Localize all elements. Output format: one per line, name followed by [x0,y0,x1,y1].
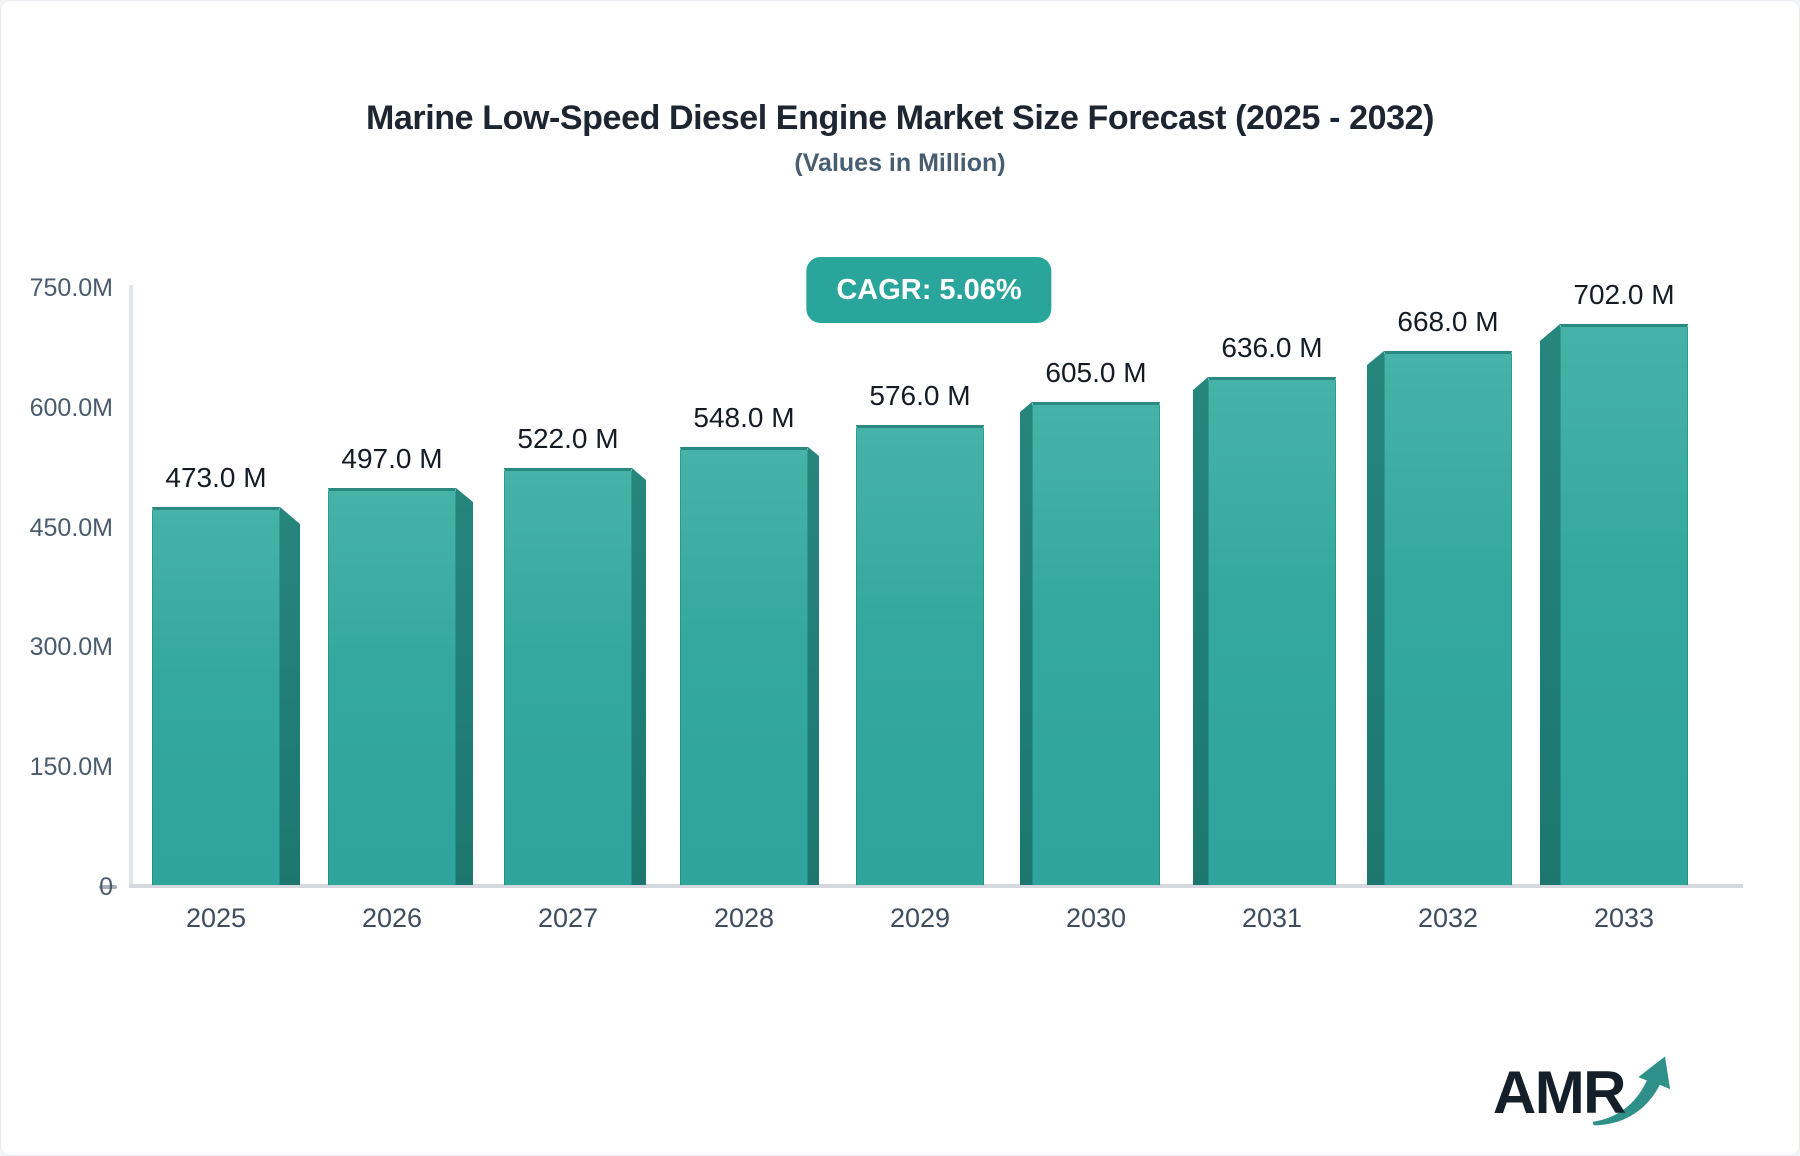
bar-side [280,507,300,885]
y-axis-tick-label: 0 [99,873,113,901]
x-axis-tick-label: 2029 [889,903,951,933]
bar-face [504,468,632,885]
bar-side [808,447,819,885]
bar-value-label: 702.0 M [1573,279,1675,310]
chart-title: Marine Low-Speed Diesel Engine Market Si… [365,99,1435,137]
y-axis-tick-label: 300.0M [29,633,113,662]
y-axis-tick-label: 450.0M [29,513,113,542]
bar-value-label: 668.0 M [1397,306,1499,337]
x-axis-tick-label: 2031 [1241,903,1303,933]
bar-face [680,447,808,885]
y-axis-tick-label: 750.0M [29,274,113,302]
amr-logo: AMR [1492,1056,1677,1127]
bar-side [1193,377,1208,885]
bar-face [152,507,280,885]
x-axis-tick-label: 2026 [361,903,423,933]
bar-value-label: 522.0 M [517,423,619,454]
x-axis-tick-label: 2032 [1417,903,1479,933]
x-axis-line [129,884,1743,888]
chart-subtitle: (Values in Million) [794,149,1006,177]
bar-face [1384,351,1512,885]
bar-side [1367,351,1384,885]
cagr-badge: CAGR: 5.06% [806,257,1052,323]
bar-face [856,425,984,885]
bar-side [1540,324,1560,885]
bar-value-label: 636.0 M [1221,332,1323,363]
bar-value-label: 473.0 M [165,462,267,493]
y-axis-line [129,285,133,887]
x-axis-tick-label: 2025 [185,903,247,933]
bar-value-label: 576.0 M [869,380,971,411]
bar-side [632,468,646,885]
bar-value-label: 605.0 M [1045,357,1147,388]
bar-face [1032,402,1160,885]
bar-face [1208,377,1336,885]
bar-value-label: 497.0 M [341,443,443,474]
x-axis-tick-label: 2027 [537,903,599,933]
y-axis-tick-label: 600.0M [29,393,113,422]
bar-side [1020,402,1032,885]
x-axis-tick-label: 2028 [713,903,775,933]
bar-face [1560,324,1688,885]
growth-arrow-icon [1592,1056,1671,1126]
x-axis-tick-label: 2030 [1065,903,1127,933]
x-axis-tick-label: 2033 [1593,903,1655,933]
bar-value-label: 548.0 M [693,402,795,433]
zero-tick-mark [99,885,117,889]
bar-face [328,488,456,885]
y-axis-tick-label: 150.0M [29,753,113,782]
bar-side [456,488,473,885]
amr-logo-text: AMR [1492,1059,1627,1126]
